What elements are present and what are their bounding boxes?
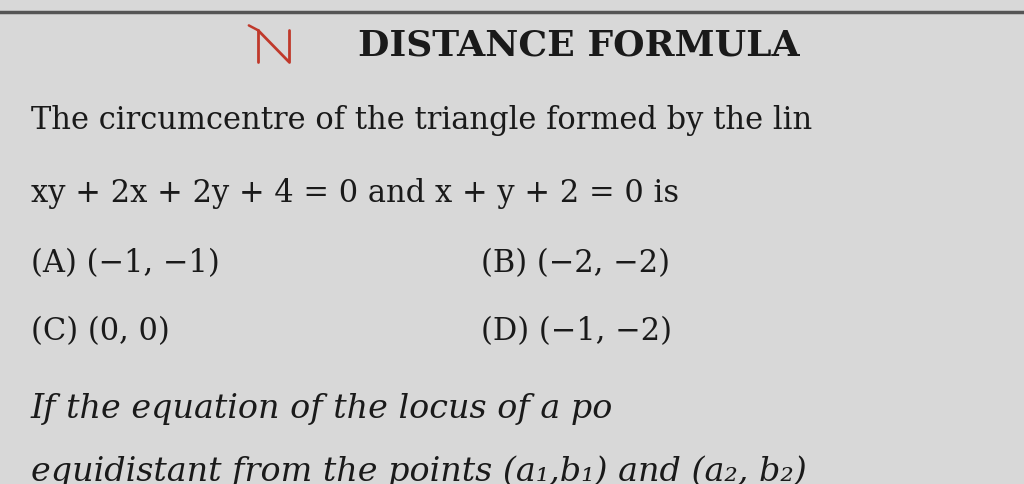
Text: (A) (−1, −1): (A) (−1, −1): [31, 248, 219, 279]
Text: (D) (−1, −2): (D) (−1, −2): [481, 316, 673, 347]
Text: (C) (0, 0): (C) (0, 0): [31, 316, 169, 347]
Text: DISTANCE FORMULA: DISTANCE FORMULA: [358, 29, 800, 63]
Text: equidistant from the points (a₁,b₁) and (a₂, b₂): equidistant from the points (a₁,b₁) and …: [31, 455, 807, 484]
Text: (B) (−2, −2): (B) (−2, −2): [481, 248, 671, 279]
Text: xy + 2x + 2y + 4 = 0 and x + y + 2 = 0 is: xy + 2x + 2y + 4 = 0 and x + y + 2 = 0 i…: [31, 178, 679, 209]
Text: If the equation of the locus of a po: If the equation of the locus of a po: [31, 393, 613, 425]
Text: The circumcentre of the triangle formed by the lin: The circumcentre of the triangle formed …: [31, 106, 812, 136]
